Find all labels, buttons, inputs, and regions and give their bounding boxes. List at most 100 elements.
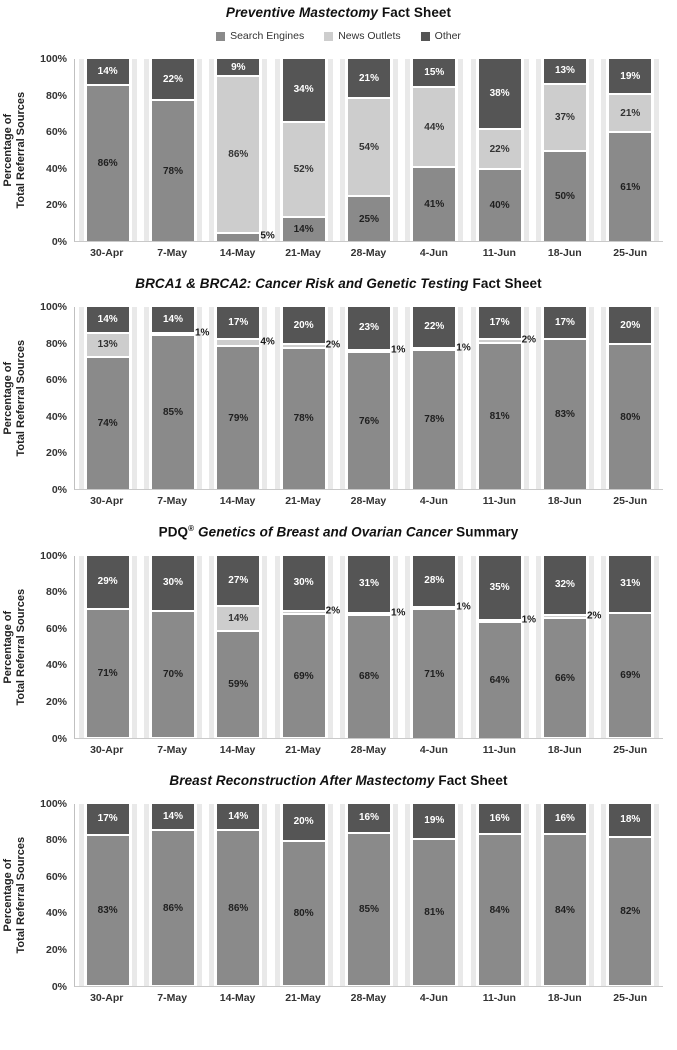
- x-tick-label: 7-May: [157, 743, 188, 756]
- segment-other: 14%: [86, 59, 129, 85]
- y-tick: 100%: [40, 53, 67, 65]
- stacked-bar-18-Jun: 13% 37% 50%: [543, 59, 586, 241]
- x-tick-label: 21-May: [285, 247, 321, 259]
- stacked-bar-11-Jun: 17% 81%: [478, 307, 521, 489]
- segment-label: 61%: [620, 181, 641, 193]
- segment-label: 44%: [424, 121, 445, 133]
- legend-label: News Outlets: [338, 30, 401, 42]
- x-tick-label: 30-Apr: [90, 991, 124, 1004]
- chart-section-3: PDQ® Genetics of Breast and Ovarian Canc…: [0, 512, 677, 761]
- bar-halo: 14% 86%: [78, 59, 137, 241]
- bar-padding: 27% 14% 59%: [214, 555, 263, 738]
- bar-halo: 16% 84%: [535, 803, 594, 986]
- stacked-bar-21-May: 34% 52% 14%: [282, 59, 325, 241]
- segment-label-outside: 1%: [456, 601, 471, 613]
- segment-other: 32%: [543, 555, 586, 614]
- stacked-bar-18-Jun: 32% 66%: [543, 555, 586, 738]
- bar-halo: 14% 86%: [209, 803, 268, 986]
- chart-title-part: BRCA1 & BRCA2: Cancer Risk and Genetic T…: [135, 276, 469, 291]
- segment-label: 83%: [97, 905, 118, 917]
- segment-search: 82%: [609, 836, 652, 986]
- bar-halo: 20% 78%: [274, 307, 333, 489]
- bar-padding: 14% 13% 74%: [83, 307, 132, 489]
- y-tick: 0%: [51, 236, 67, 248]
- y-tick: 100%: [40, 797, 67, 810]
- segment-label: 86%: [97, 158, 118, 170]
- segment-news: [282, 609, 325, 614]
- segment-label: 16%: [554, 812, 575, 824]
- segment-label: 30%: [293, 577, 314, 589]
- segment-label-outside: 2%: [586, 610, 602, 622]
- stacked-bar-7-May: 14% 86%: [151, 803, 194, 986]
- segment-search: 81%: [413, 838, 456, 986]
- x-tick-label: 4-Jun: [419, 495, 448, 507]
- stacked-bar-25-Jun: 18% 82%: [609, 803, 652, 986]
- y-tick: 80%: [45, 834, 67, 847]
- segment-label: 13%: [554, 65, 575, 77]
- segment-news: [413, 346, 456, 349]
- chart-title: BRCA1 & BRCA2: Cancer Risk and Genetic T…: [0, 276, 677, 291]
- y-tick: 80%: [45, 337, 67, 350]
- segment-label: 17%: [97, 813, 118, 825]
- bar-slot-21-May: 2% 20% 78%: [271, 307, 340, 489]
- segment-label: 38%: [489, 88, 510, 100]
- segment-label: 17%: [554, 316, 575, 328]
- segment-label: 21%: [620, 107, 641, 119]
- segment-label-outside: 5%: [260, 230, 275, 242]
- segment-label-outside: 1%: [390, 344, 406, 356]
- segment-label: 22%: [424, 321, 445, 333]
- bar-halo: 20% 80%: [274, 803, 333, 986]
- bar-padding: 35% 64%: [475, 555, 524, 738]
- stacked-bar-30-Apr: 29% 71%: [86, 555, 129, 738]
- segment-other: 18%: [609, 803, 652, 837]
- x-tick-label: 18-Jun: [547, 247, 582, 259]
- stacked-bar-25-Jun: 20% 80%: [609, 307, 652, 489]
- bar-halo: 19% 21% 61%: [601, 59, 660, 241]
- segment-label: 40%: [489, 200, 510, 212]
- bar-slot-7-May: 22% 78%: [140, 59, 205, 241]
- bar-slot-11-Jun: 2% 17% 81%: [467, 307, 536, 489]
- segment-search: 40%: [478, 168, 521, 241]
- segment-search: 14%: [282, 215, 325, 241]
- bar-slot-4-Jun: 15% 44% 41%: [402, 59, 467, 241]
- y-axis-ticks: 100% 80% 60% 40% 20% 0%: [30, 798, 74, 993]
- segment-label: 25%: [358, 213, 379, 225]
- segment-search: 69%: [609, 611, 652, 738]
- segment-label: 74%: [97, 417, 118, 429]
- bar-padding: 22% 78%: [148, 59, 197, 241]
- segment-label: 86%: [228, 902, 249, 914]
- chart-title-part: Summary: [452, 524, 519, 540]
- segment-label-outside: 2%: [325, 339, 341, 351]
- y-tick: 80%: [45, 89, 67, 102]
- segment-label: 80%: [293, 908, 314, 920]
- chart-title-part: Breast Reconstruction After Mastectomy: [169, 772, 435, 788]
- segment-label: 15%: [424, 67, 445, 79]
- segment-other: 17%: [543, 307, 586, 338]
- bar-slot-21-May: 20% 80%: [271, 803, 336, 986]
- bar-padding: 31% 68%: [344, 555, 393, 738]
- y-axis-title-line2: Total Referral Sources: [15, 836, 27, 954]
- segment-label: 82%: [620, 906, 641, 918]
- segment-search: 79%: [217, 345, 260, 489]
- stacked-bar-18-Jun: 16% 84%: [543, 803, 586, 986]
- segment-label: 64%: [489, 674, 510, 686]
- y-tick: 0%: [51, 484, 67, 496]
- chart-title-part: Preventive Mastectomy: [225, 5, 379, 20]
- segment-other: 22%: [151, 59, 194, 100]
- legend-swatch-search: [216, 31, 226, 41]
- segment-news: [478, 619, 521, 622]
- segment-other: 9%: [217, 59, 260, 76]
- x-tick-label: 4-Jun: [419, 743, 448, 756]
- segment-search: 50%: [543, 149, 586, 241]
- x-tick-label: 11-Jun: [482, 991, 516, 1004]
- segment-other: 14%: [86, 307, 129, 333]
- segment-search: 78%: [151, 99, 194, 241]
- y-tick: 60%: [45, 622, 67, 635]
- bar-slot-25-Jun: 18% 82%: [598, 803, 663, 986]
- x-tick-label: 30-Apr: [90, 495, 124, 507]
- segment-search: 85%: [347, 832, 390, 986]
- segment-label: 30%: [162, 577, 183, 589]
- segment-label: 70%: [162, 669, 183, 681]
- segment-label: 68%: [358, 671, 379, 683]
- segment-label-outside: 2%: [521, 334, 537, 346]
